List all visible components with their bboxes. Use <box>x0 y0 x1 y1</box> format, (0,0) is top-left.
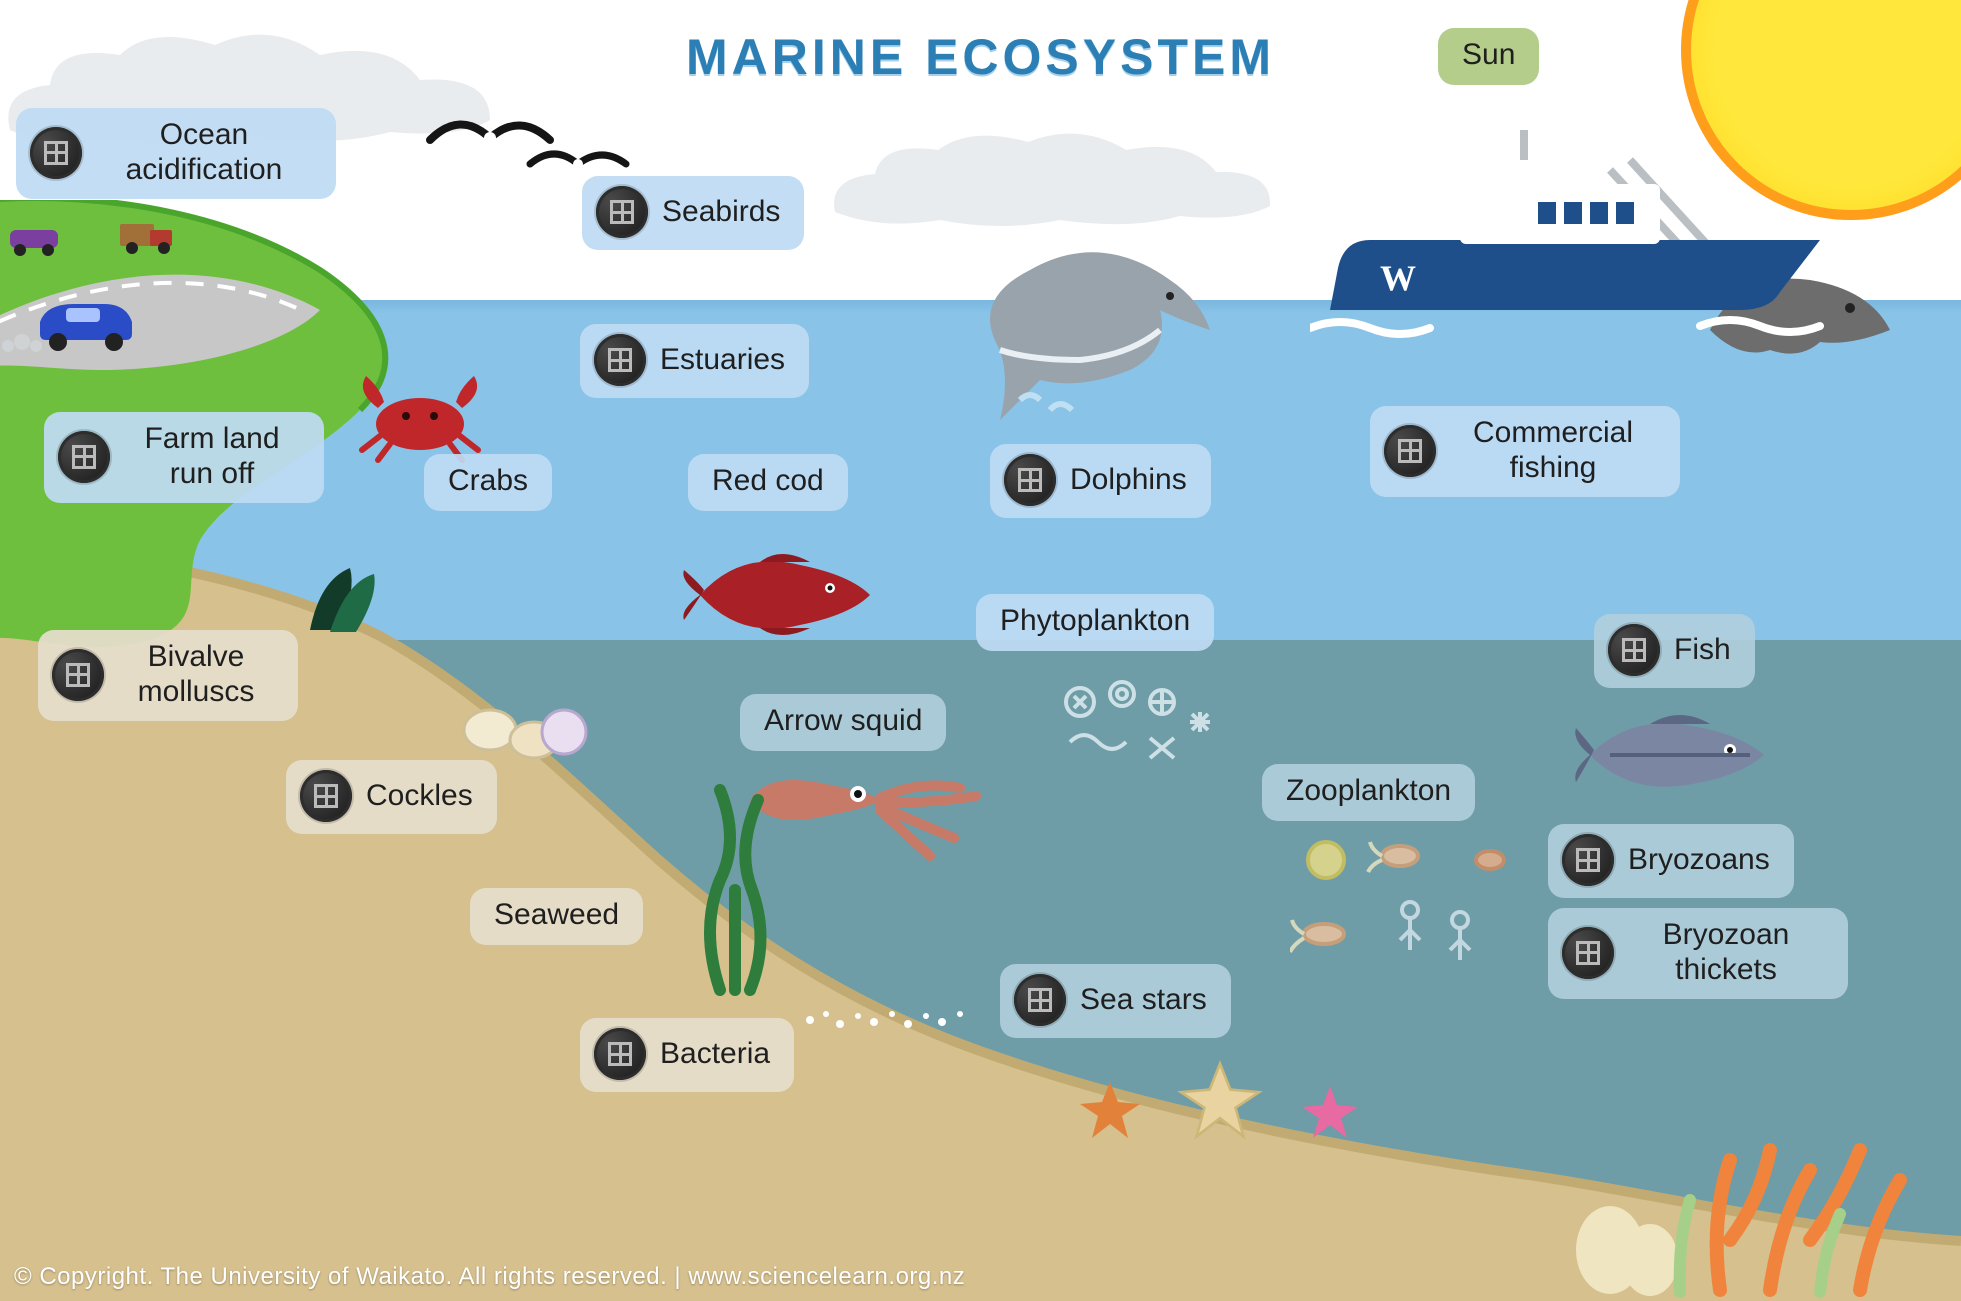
label-text: Seabirds <box>662 195 780 230</box>
label-text: Phytoplankton <box>1000 604 1190 639</box>
label-text: Bivalve molluscs <box>118 640 274 709</box>
svg-text:W: W <box>1380 258 1416 298</box>
label-text: Bacteria <box>660 1037 770 1072</box>
label-phytoplankton[interactable]: Phytoplankton <box>976 594 1214 651</box>
label-estuaries[interactable]: Estuaries <box>580 324 809 398</box>
label-cockles[interactable]: Cockles <box>286 760 497 834</box>
boat-shape: W <box>1310 120 1870 385</box>
label-text: Sea stars <box>1080 983 1207 1018</box>
label-text: Arrow squid <box>764 704 922 739</box>
diagram-title: MARINE ECOSYSTEM <box>686 28 1275 86</box>
info-icon <box>1562 834 1614 886</box>
label-sun[interactable]: Sun <box>1438 28 1539 85</box>
info-icon <box>1384 425 1436 477</box>
info-icon <box>594 334 646 386</box>
label-text: Fish <box>1674 633 1731 668</box>
info-icon <box>52 649 104 701</box>
info-icon <box>1608 624 1660 676</box>
info-icon <box>596 186 648 238</box>
info-icon <box>1004 454 1056 506</box>
label-text: Zooplankton <box>1286 774 1451 809</box>
label-text: Bryozoan thickets <box>1628 918 1824 987</box>
red-cod-shape <box>680 540 880 655</box>
vehicles <box>0 220 260 385</box>
label-seabirds[interactable]: Seabirds <box>582 176 804 250</box>
label-text: Cockles <box>366 779 473 814</box>
label-text: Dolphins <box>1070 463 1187 498</box>
label-bivalve-molluscs[interactable]: Bivalve molluscs <box>38 630 298 721</box>
info-icon <box>58 431 110 483</box>
label-text: Ocean acidification <box>96 118 312 187</box>
label-fish[interactable]: Fish <box>1594 614 1755 688</box>
label-zooplankton[interactable]: Zooplankton <box>1262 764 1475 821</box>
coral-shapes <box>1560 1000 1940 1301</box>
info-icon <box>594 1028 646 1080</box>
label-text: Red cod <box>712 464 824 499</box>
label-bacteria[interactable]: Bacteria <box>580 1018 794 1092</box>
cloud <box>820 120 1280 240</box>
bacteria-dots <box>800 1000 980 1045</box>
label-crabs[interactable]: Crabs <box>424 454 552 511</box>
dolphin-shape <box>960 240 1220 435</box>
info-icon <box>30 127 82 179</box>
label-text: Farm land run off <box>124 422 300 491</box>
seaweed-shape <box>680 780 800 1005</box>
info-icon <box>1014 974 1066 1026</box>
label-red-cod[interactable]: Red cod <box>688 454 848 511</box>
label-text: Sun <box>1462 38 1515 73</box>
fish-shape <box>1570 700 1780 815</box>
label-commercial-fishing[interactable]: Commercial fishing <box>1370 406 1680 497</box>
label-bryozoans[interactable]: Bryozoans <box>1548 824 1794 898</box>
label-arrow-squid[interactable]: Arrow squid <box>740 694 946 751</box>
label-text: Crabs <box>448 464 528 499</box>
diagram-canvas: W <box>0 0 1961 1301</box>
info-icon <box>300 770 352 822</box>
label-seaweed[interactable]: Seaweed <box>470 888 643 945</box>
label-bryozoan-thickets[interactable]: Bryozoan thickets <box>1548 908 1848 999</box>
zooplankton-shapes <box>1290 830 1530 995</box>
phytoplankton-shapes <box>1050 672 1230 787</box>
label-text: Commercial fishing <box>1450 416 1656 485</box>
info-icon <box>1562 927 1614 979</box>
label-text: Bryozoans <box>1628 843 1770 878</box>
label-text: Estuaries <box>660 343 785 378</box>
label-text: Seaweed <box>494 898 619 933</box>
copyright-line: © Copyright. The University of Waikato. … <box>14 1263 965 1291</box>
label-ocean-acidification[interactable]: Ocean acidification <box>16 108 336 199</box>
sea-star-shapes <box>1080 1040 1380 1165</box>
label-dolphins[interactable]: Dolphins <box>990 444 1211 518</box>
label-sea-stars[interactable]: Sea stars <box>1000 964 1231 1038</box>
label-farm-land-runoff[interactable]: Farm land run off <box>44 412 324 503</box>
mussel-shape <box>300 560 390 645</box>
